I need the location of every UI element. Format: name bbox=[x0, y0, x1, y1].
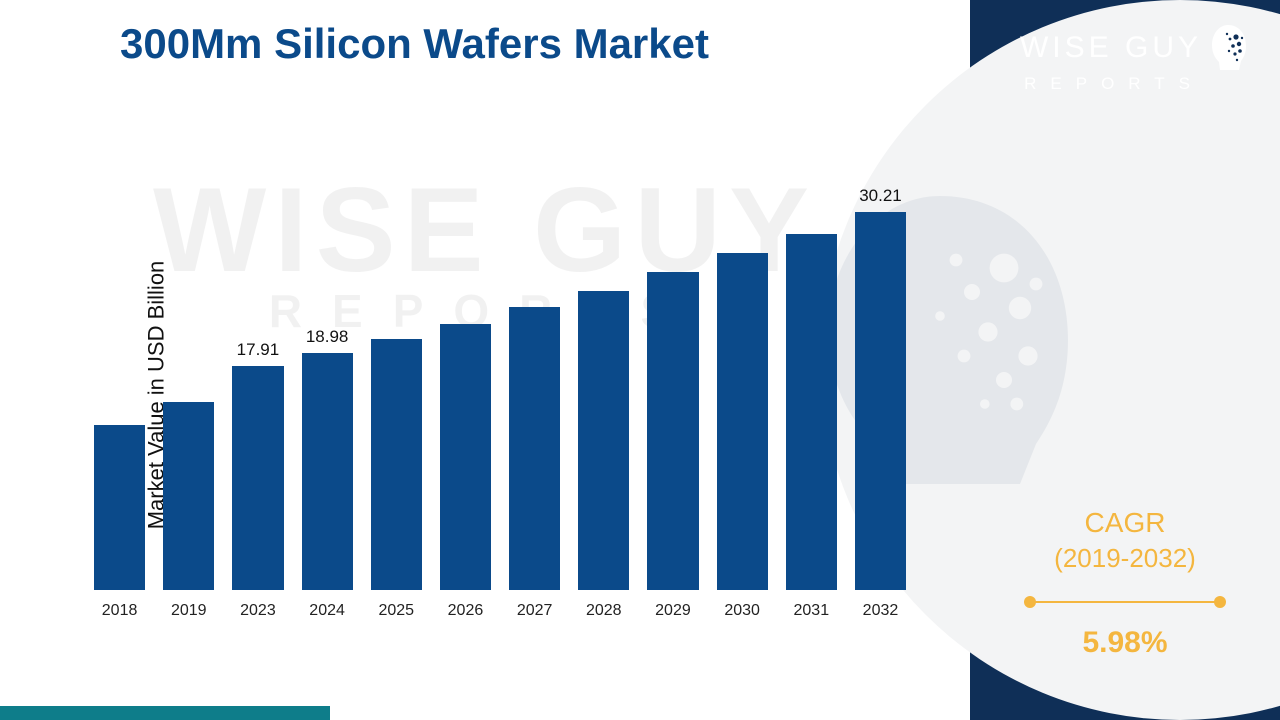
bottom-accent-strip bbox=[0, 706, 330, 720]
bar-rect bbox=[786, 234, 837, 590]
bar-rect bbox=[855, 212, 906, 590]
cagr-divider-bar bbox=[1030, 601, 1220, 603]
brand-head-icon bbox=[1208, 24, 1248, 72]
cagr-divider-dot-right bbox=[1214, 596, 1226, 608]
bar-rect bbox=[232, 366, 283, 590]
x-axis-tick-label: 2026 bbox=[440, 602, 491, 620]
cagr-divider bbox=[1030, 592, 1220, 612]
cagr-divider-dot-left bbox=[1024, 596, 1036, 608]
x-axis-tick-label: 2029 bbox=[647, 602, 698, 620]
bar-rect bbox=[371, 339, 422, 590]
bar-chart: Market Value in USD Billion 17.9118.9830… bbox=[80, 160, 910, 630]
bar-value-label: 30.21 bbox=[859, 186, 902, 206]
brand-logo: WISE GUY REPORTS bbox=[998, 24, 1248, 94]
x-axis-tick-label: 2031 bbox=[786, 602, 837, 620]
bar-column bbox=[371, 160, 422, 590]
bar-column bbox=[163, 160, 214, 590]
bar-rect bbox=[302, 353, 353, 590]
x-axis-tick-label: 2019 bbox=[163, 602, 214, 620]
brand-logo-text1: WISE GUY bbox=[1020, 31, 1202, 65]
bar-rect bbox=[578, 291, 629, 590]
cagr-label: CAGR bbox=[1000, 507, 1250, 539]
x-axis-tick-label: 2030 bbox=[717, 602, 768, 620]
bar-column bbox=[786, 160, 837, 590]
bar-rect bbox=[509, 307, 560, 590]
bar-column bbox=[647, 160, 698, 590]
bar-column bbox=[717, 160, 768, 590]
infographic-canvas: WISE GUY REPORTS 300Mm Silicon Wafers Ma… bbox=[0, 0, 1280, 720]
cagr-period: (2019-2032) bbox=[1000, 543, 1250, 574]
bar-rect bbox=[647, 272, 698, 590]
bar-value-label: 18.98 bbox=[306, 327, 349, 347]
bar-column: 17.91 bbox=[232, 160, 283, 590]
x-axis-tick-label: 2018 bbox=[94, 602, 145, 620]
bar-column: 18.98 bbox=[302, 160, 353, 590]
cagr-value: 5.98% bbox=[1000, 626, 1250, 660]
x-axis-labels: 2018 2019 2023 2024 2025 2026 2027 2028 2029 2030… bbox=[90, 602, 910, 620]
x-axis-tick-label: 2028 bbox=[578, 602, 629, 620]
bar-rect bbox=[440, 324, 491, 590]
x-axis-tick-label: 2025 bbox=[371, 602, 422, 620]
bar-rect bbox=[94, 425, 145, 590]
x-axis-tick-label: 2032 bbox=[855, 602, 906, 620]
bar-column bbox=[440, 160, 491, 590]
brand-logo-row1: WISE GUY bbox=[998, 24, 1248, 72]
bar-column: 30.21 bbox=[855, 160, 906, 590]
bar-rect bbox=[163, 402, 214, 590]
x-axis-tick-label: 2023 bbox=[232, 602, 283, 620]
bar-column bbox=[578, 160, 629, 590]
bar-column bbox=[94, 160, 145, 590]
cagr-block: CAGR (2019-2032) 5.98% bbox=[1000, 507, 1250, 660]
x-axis-tick-label: 2027 bbox=[509, 602, 560, 620]
bar-column bbox=[509, 160, 560, 590]
brand-logo-text2: REPORTS bbox=[998, 74, 1248, 94]
x-axis-tick-label: 2024 bbox=[302, 602, 353, 620]
chart-title: 300Mm Silicon Wafers Market bbox=[120, 20, 709, 68]
bar-value-label: 17.91 bbox=[237, 340, 280, 360]
bar-rect bbox=[717, 253, 768, 590]
chart-plot-area: 17.91 18.98 30.21 bbox=[90, 160, 910, 590]
